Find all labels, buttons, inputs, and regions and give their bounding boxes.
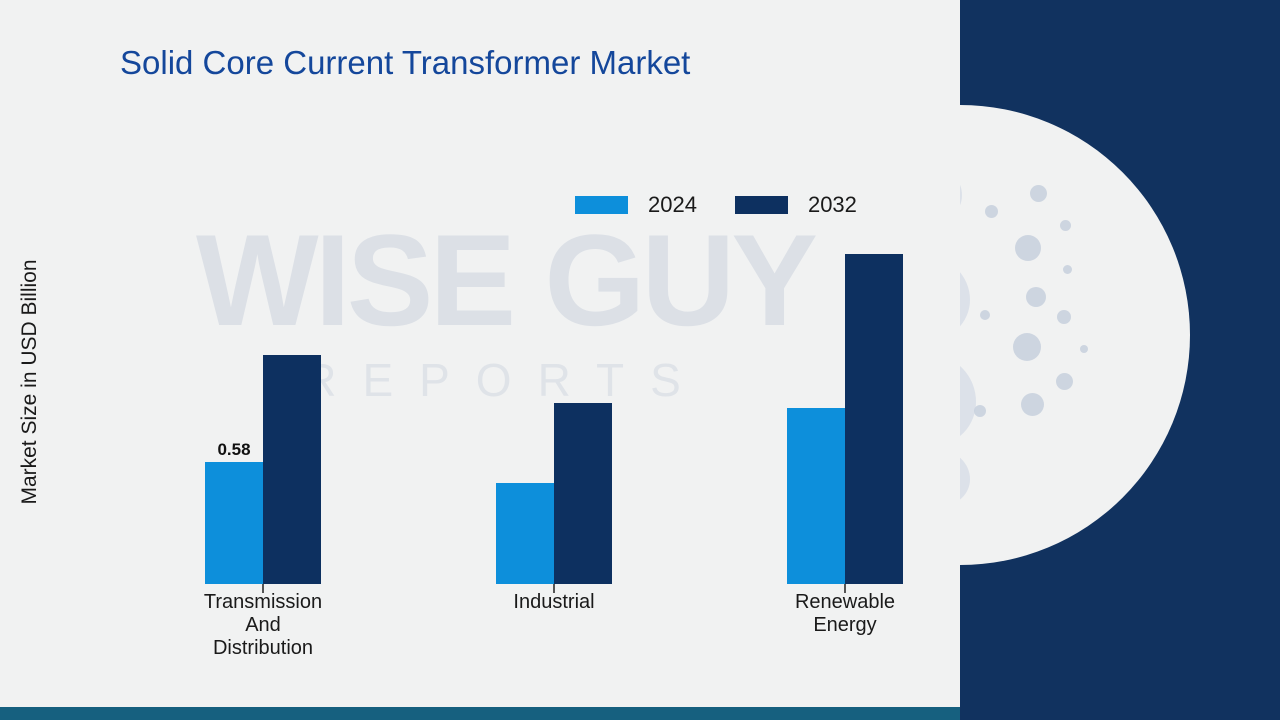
chart-area: WISE GUY REPORTS Solid Core Current Tran… bbox=[18, 44, 903, 659]
x-axis-tick bbox=[553, 584, 555, 593]
bar-2024-industrial[interactable] bbox=[496, 483, 554, 584]
legend-swatch-2032 bbox=[734, 196, 788, 214]
bar-2032-transmission-and-distribution[interactable] bbox=[263, 355, 321, 584]
legend-item-2032[interactable]: 2032 bbox=[734, 192, 857, 218]
bar-2024-renewable-energy[interactable] bbox=[787, 407, 845, 584]
chart-legend: 2024 2032 bbox=[575, 192, 857, 218]
x-axis-category-label: Industrial bbox=[513, 591, 595, 613]
legend-item-2024[interactable]: 2024 bbox=[575, 192, 697, 218]
x-axis-tick bbox=[262, 584, 264, 593]
bar-2032-renewable-energy[interactable] bbox=[845, 254, 903, 584]
bar-2024-transmission-and-distribution[interactable] bbox=[205, 462, 263, 584]
page-title: Solid Core Current Transformer Market bbox=[120, 44, 691, 81]
legend-label-2024: 2024 bbox=[648, 192, 697, 217]
dot-pattern bbox=[960, 105, 1190, 565]
legend-swatch-2024 bbox=[575, 196, 628, 214]
x-axis-tick bbox=[844, 584, 846, 593]
bar-2032-industrial[interactable] bbox=[554, 403, 612, 584]
plot-bars bbox=[205, 254, 903, 584]
bar-value-label: 0.58 bbox=[217, 440, 251, 460]
legend-label-2032: 2032 bbox=[807, 192, 857, 217]
x-axis-category-label: Transmission And Distribution bbox=[203, 591, 323, 659]
brand-panel: WISE GUY R E P O R T S bbox=[960, 0, 1280, 720]
x-axis-category-label: Renewable Energy bbox=[794, 591, 896, 636]
bottom-accent-strip bbox=[0, 707, 960, 720]
